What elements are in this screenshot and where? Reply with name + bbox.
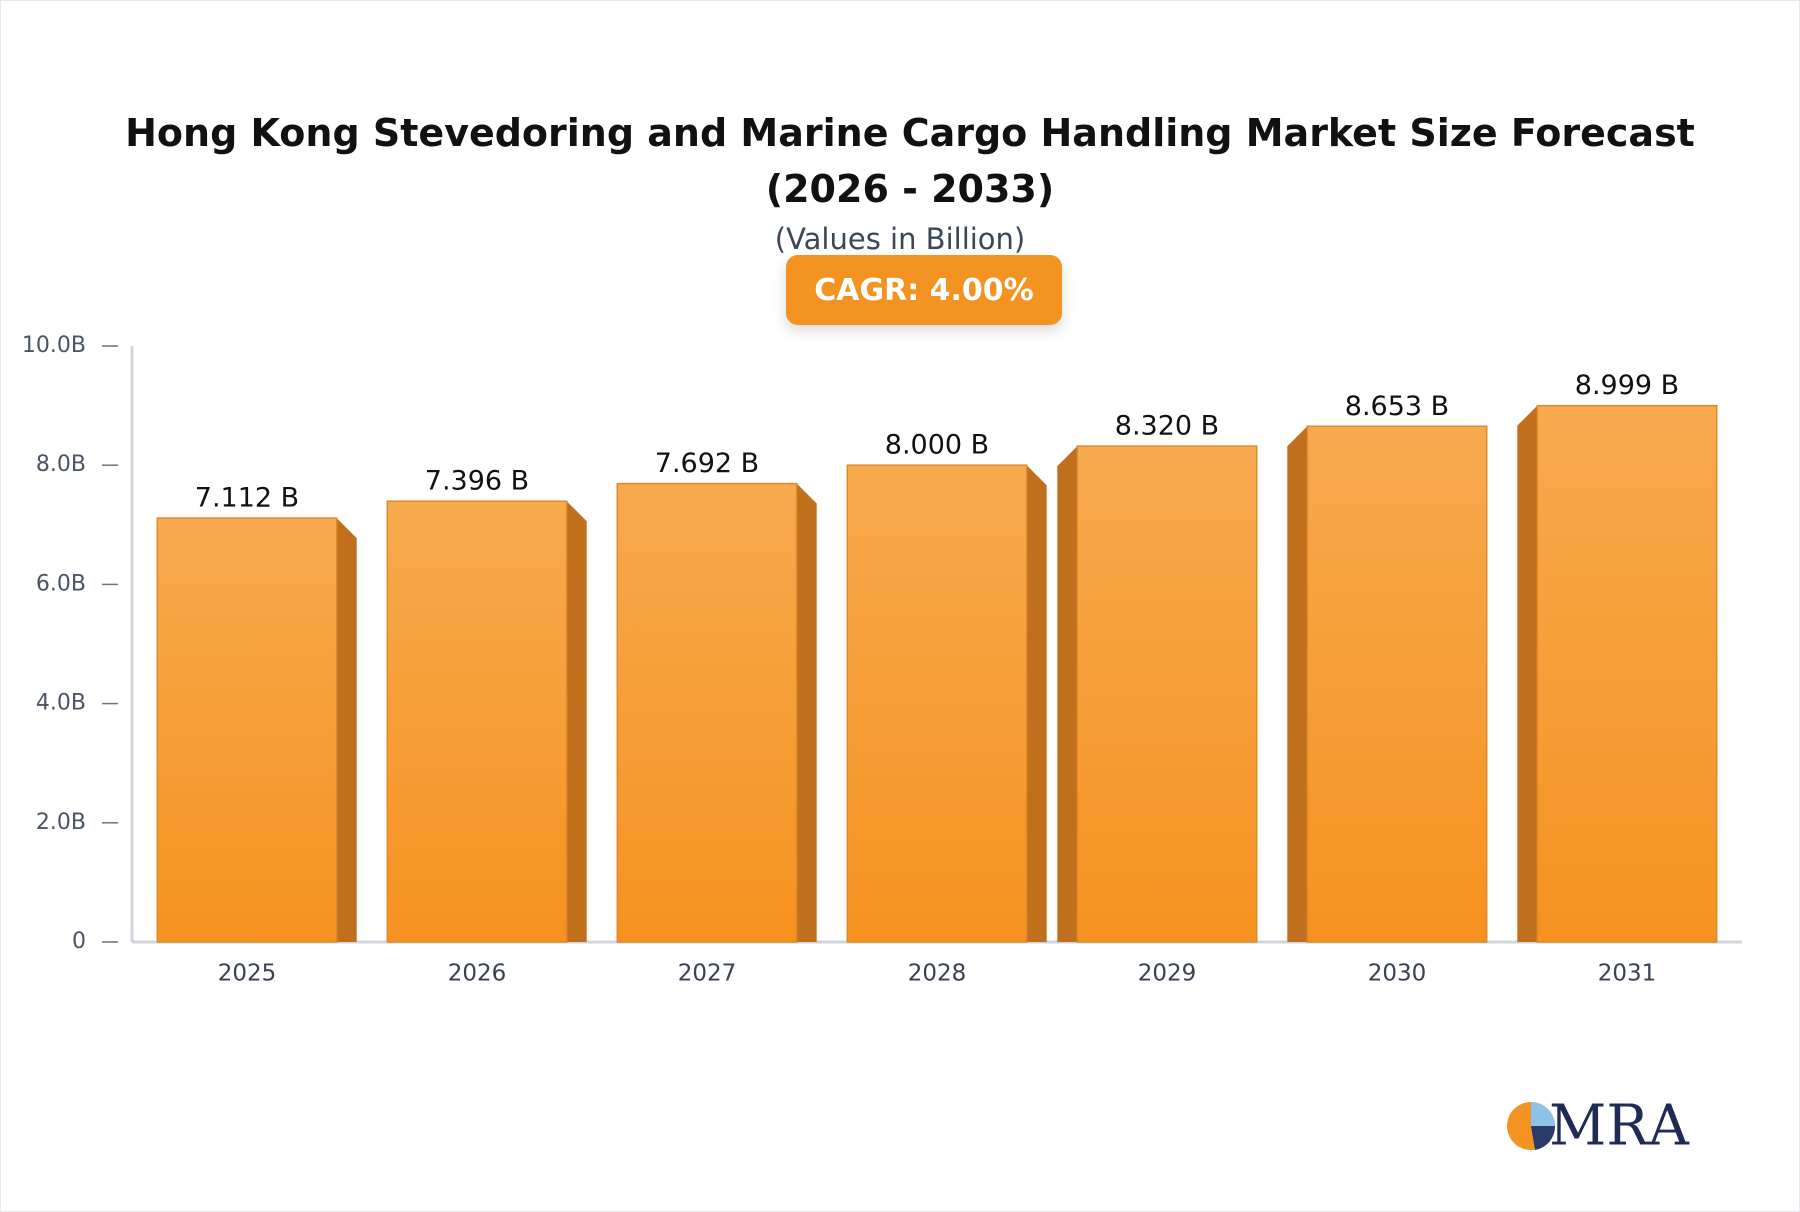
x-tick-label: 2028 [908,961,967,987]
bar-side [1517,405,1538,942]
y-tick-label: 8.0B [36,452,86,477]
chart-subtitle: (Values in Billion) [774,222,1026,256]
x-tick-label: 2025 [218,961,277,987]
bar [616,482,798,943]
bar [156,517,338,943]
value-label: 8.000 B [885,430,989,461]
bar [1536,404,1718,943]
value-label: 8.999 B [1575,370,1679,401]
bar [846,464,1028,943]
x-tick-label: 2030 [1368,961,1427,987]
bar-side [336,518,357,942]
value-label: 7.396 B [425,466,529,497]
x-tick-label: 2026 [448,961,507,987]
chart-title: Hong Kong Stevedoring and Marine Cargo H… [125,111,1695,211]
bar-side [1287,426,1308,942]
bar-side [566,501,587,942]
bar [1306,425,1488,943]
y-tick-label: 2.0B [36,810,86,835]
bar [1076,445,1258,943]
bar [386,500,568,943]
logo-icon-slice [1531,1126,1556,1150]
x-tick-label: 2031 [1598,961,1657,987]
x-tick-label: 2027 [678,961,737,987]
logo-text: MRA [1549,1094,1690,1159]
logo: MRA [1507,1094,1690,1159]
value-label: 7.692 B [655,448,759,479]
cagr-badge: CAGR: 4.00% [786,255,1062,325]
bar-side [1057,446,1078,942]
value-label: 8.320 B [1115,411,1219,442]
value-label: 8.653 B [1345,391,1449,422]
bar-side [1026,465,1047,942]
logo-icon-slice [1531,1102,1555,1126]
y-tick-label: 4.0B [36,691,86,716]
y-tick-label: 6.0B [36,571,86,596]
y-tick-label: 0 [72,929,86,954]
bar-side [796,483,817,942]
value-label: 7.112 B [195,483,299,514]
x-tick-label: 2029 [1138,961,1197,987]
y-tick-label: 10.0B [22,333,86,358]
